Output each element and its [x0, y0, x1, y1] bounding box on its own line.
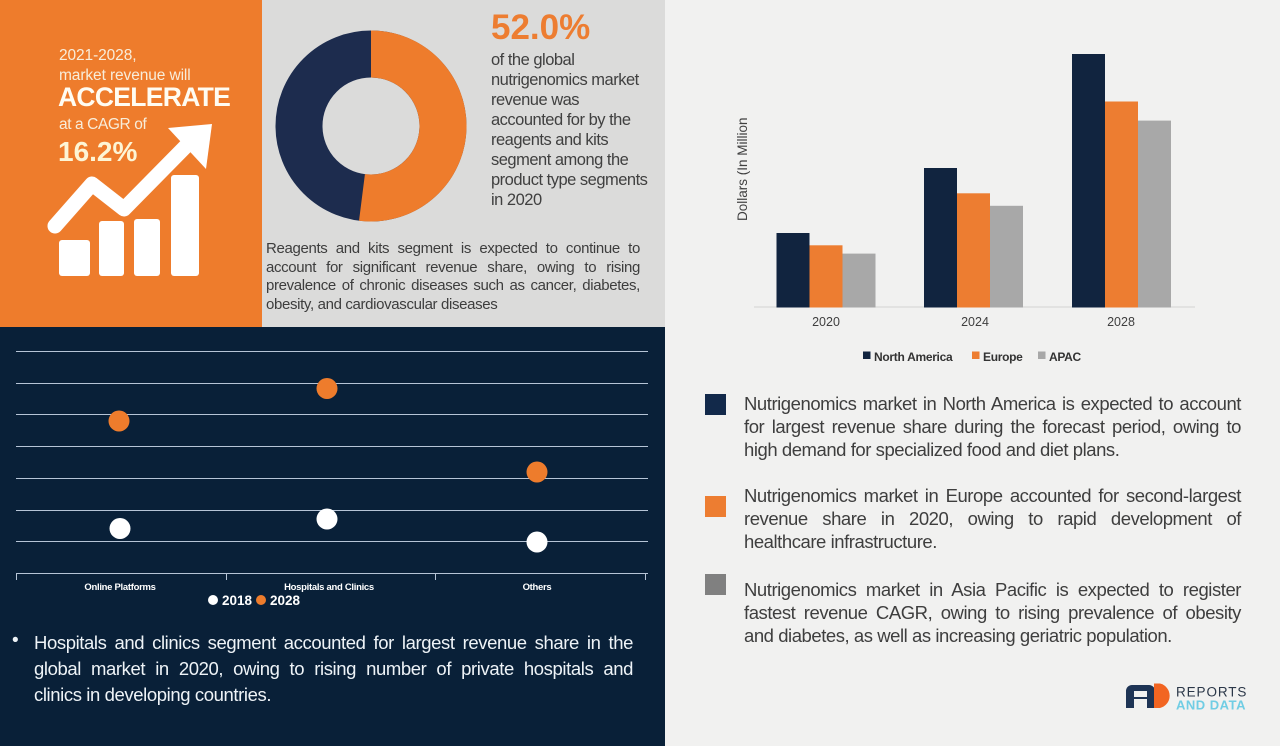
svg-text:AND DATA: AND DATA: [1176, 698, 1246, 713]
svg-text:REPORTS: REPORTS: [1176, 684, 1247, 699]
